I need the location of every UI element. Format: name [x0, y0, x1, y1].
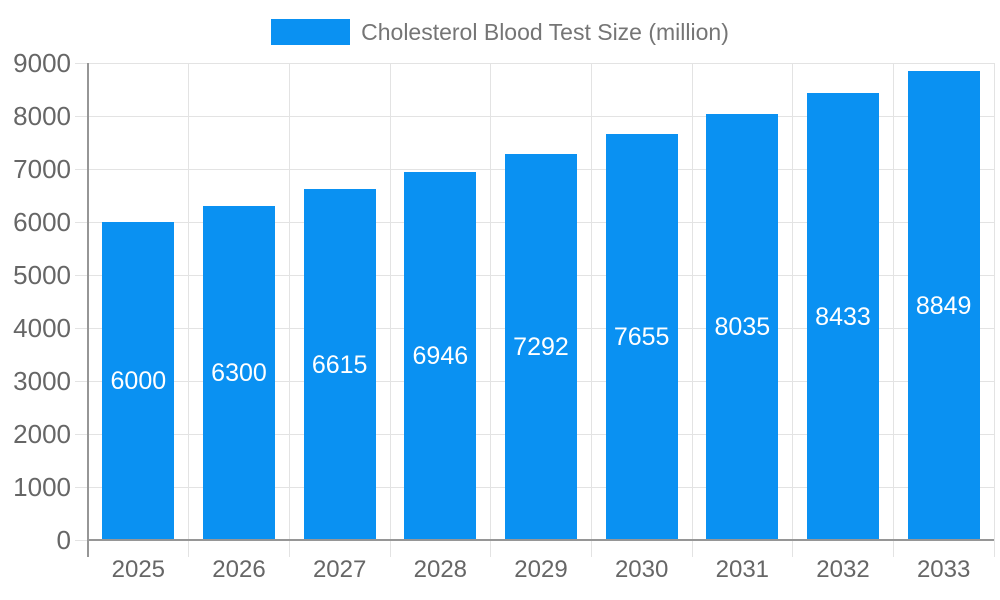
x-axis-label: 2027 — [312, 556, 367, 583]
bar-value-label: 6946 — [412, 341, 469, 370]
bar-value-label: 7655 — [613, 323, 670, 352]
x-axis-line — [88, 539, 994, 541]
bar-value-label: 6300 — [211, 359, 267, 388]
bar[interactable] — [907, 71, 980, 540]
v-gridline — [993, 63, 995, 540]
x-axis-tick — [590, 540, 592, 557]
bar[interactable] — [807, 93, 879, 540]
y-axis-tick — [75, 380, 88, 382]
v-gridline — [389, 63, 391, 540]
y-axis-tick — [75, 115, 88, 117]
y-axis-tick — [75, 221, 88, 223]
x-axis-tick — [288, 540, 290, 557]
bar[interactable] — [102, 222, 175, 540]
y-axis-label: 0 — [56, 525, 71, 555]
y-axis-tick — [75, 168, 88, 170]
v-gridline — [188, 63, 190, 540]
y-axis-tick — [75, 486, 88, 488]
x-axis-tick — [993, 540, 995, 557]
y-axis-label: 7000 — [13, 154, 71, 184]
y-axis-label: 1000 — [13, 472, 71, 502]
v-gridline — [792, 63, 794, 540]
x-axis-tick — [691, 540, 693, 557]
x-axis-label: 2030 — [614, 556, 669, 583]
y-axis-line — [86, 63, 89, 557]
x-axis-label: 2028 — [413, 556, 468, 583]
bar-value-label: 7292 — [513, 332, 569, 361]
bar[interactable] — [505, 153, 577, 540]
y-axis-label: 8000 — [13, 101, 71, 131]
bar-value-label: 8849 — [915, 291, 972, 320]
bar-value-label: 8035 — [714, 313, 771, 342]
bar-value-label: 6000 — [110, 367, 167, 395]
y-axis-tick — [75, 539, 88, 541]
x-axis-tick — [490, 540, 492, 557]
x-axis-label: 2031 — [715, 556, 770, 583]
x-axis-tick — [792, 540, 794, 557]
legend[interactable]: Cholesterol Blood Test Size (million) — [0, 19, 1000, 45]
x-axis-tick — [892, 540, 894, 557]
y-axis-label: 5000 — [13, 260, 71, 290]
legend-label: Cholesterol Blood Test Size (million) — [361, 19, 729, 45]
x-axis-label: 2025 — [111, 556, 166, 583]
y-axis-tick — [75, 62, 88, 64]
y-axis-label: 3000 — [13, 366, 71, 396]
v-gridline — [590, 63, 592, 540]
legend-swatch-icon — [271, 19, 351, 45]
v-gridline — [288, 63, 290, 540]
v-gridline — [892, 63, 894, 540]
y-axis-label: 2000 — [13, 419, 71, 449]
bar[interactable] — [303, 189, 376, 540]
x-axis-label: 2029 — [514, 556, 568, 583]
x-axis-label: 2026 — [212, 556, 266, 583]
bar-value-label: 6615 — [311, 350, 368, 379]
bar[interactable] — [404, 171, 477, 540]
h-gridline — [88, 62, 994, 64]
x-axis-label: 2033 — [916, 556, 971, 583]
bar-value-label: 8433 — [815, 302, 871, 331]
x-axis-tick — [389, 540, 391, 557]
x-axis-label: 2032 — [816, 556, 870, 583]
bar[interactable] — [605, 134, 678, 540]
h-gridline — [88, 115, 994, 117]
x-axis-tick — [188, 540, 190, 557]
y-axis-label: 9000 — [13, 48, 71, 78]
bar[interactable] — [706, 114, 779, 540]
v-gridline — [691, 63, 693, 540]
y-axis-tick — [75, 433, 88, 435]
y-axis-label: 4000 — [13, 313, 71, 343]
v-gridline — [490, 63, 492, 540]
y-axis-tick — [75, 274, 88, 276]
y-axis-label: 6000 — [13, 207, 71, 237]
y-axis-tick — [75, 327, 88, 329]
bar[interactable] — [203, 206, 275, 540]
